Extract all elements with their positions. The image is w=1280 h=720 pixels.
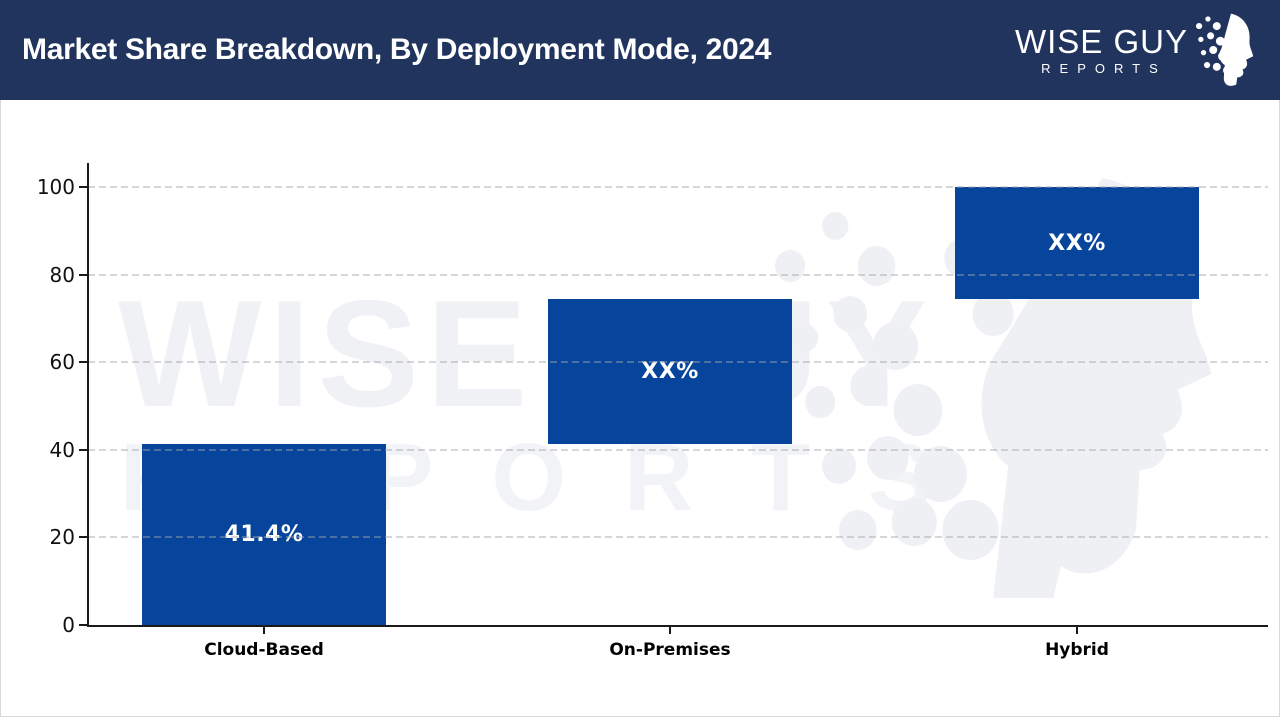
y-tick-label: 60 <box>49 350 75 375</box>
bar-value-label: XX% <box>1048 230 1106 256</box>
y-axis-tick <box>79 361 87 364</box>
logo-face-icon <box>1195 13 1254 86</box>
x-axis-tick <box>263 627 265 634</box>
x-category-label: On-Premises <box>609 640 731 660</box>
y-tick-label: 20 <box>49 525 75 550</box>
x-axis-line <box>87 625 1268 627</box>
y-tick-label: 100 <box>36 175 75 199</box>
x-category-label: Hybrid <box>1045 640 1109 660</box>
y-axis-tick <box>79 624 87 626</box>
y-tick-label: 80 <box>49 262 75 287</box>
y-axis-line <box>87 163 89 627</box>
y-axis-tick <box>79 448 87 451</box>
grid-line <box>88 273 1268 276</box>
grid-line <box>88 186 1268 188</box>
y-axis-tick <box>79 536 87 539</box>
x-axis-tick <box>669 627 671 634</box>
bar-value-label: XX% <box>641 358 699 384</box>
bar-value-label: 41.4% <box>224 521 304 547</box>
bar-on-premises: XX% <box>548 299 792 444</box>
y-axis-tick <box>79 273 87 276</box>
x-axis-tick <box>1076 627 1078 634</box>
grid-line <box>88 448 1268 451</box>
grid-line <box>88 361 1268 364</box>
y-tick-label: 40 <box>49 437 75 462</box>
wise-guy-reports-logo: WISE GUY REPORTS <box>1015 9 1254 91</box>
y-tick-label: 0 <box>62 613 75 637</box>
y-axis-tick <box>79 186 87 188</box>
header-bar: Market Share Breakdown, By Deployment Mo… <box>0 0 1280 100</box>
page-title: Market Share Breakdown, By Deployment Mo… <box>22 33 772 66</box>
x-category-label: Cloud-Based <box>204 640 324 660</box>
logo-wordmark: WISE GUY <box>1014 22 1188 60</box>
bar-hybrid: XX% <box>955 187 1199 300</box>
bar-cloud-based: 41.4% <box>142 443 386 625</box>
grid-line <box>88 536 1268 539</box>
watermark-text-top: WISE GUY <box>118 269 935 439</box>
logo-subtitle: REPORTS <box>1041 60 1167 76</box>
